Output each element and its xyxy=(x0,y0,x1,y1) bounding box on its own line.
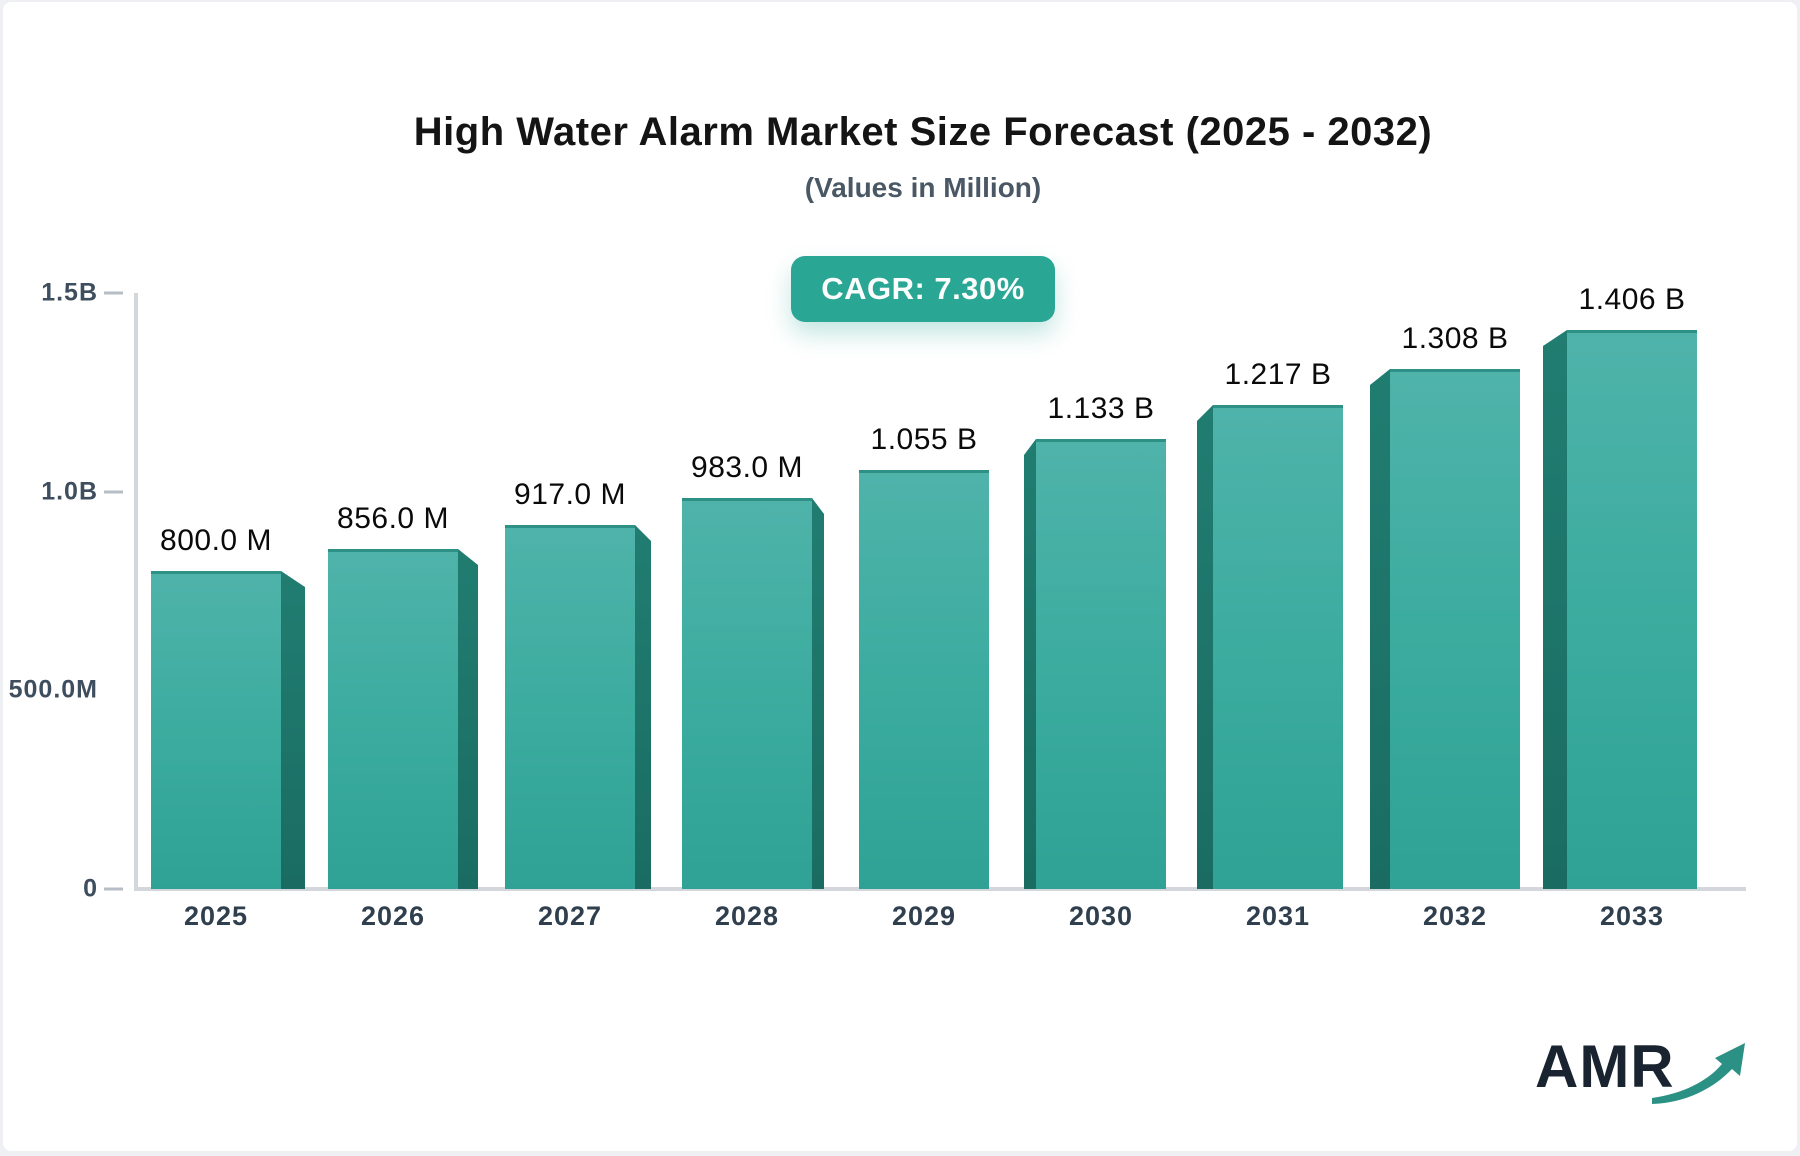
y-axis-tick-label: 0 xyxy=(83,874,98,903)
bar-2027 xyxy=(505,525,635,889)
x-axis-line xyxy=(134,887,1746,891)
y-axis-tick-label: 1.0B xyxy=(41,477,98,506)
y-axis-tick-mark xyxy=(104,490,123,494)
chart-card: High Water Alarm Market Size Forecast (2… xyxy=(3,2,1797,1151)
bar-2031 xyxy=(1213,405,1343,889)
bar-3d-side xyxy=(1024,439,1036,889)
bar-value-label: 917.0 M xyxy=(514,478,626,511)
bar-2030 xyxy=(1036,439,1166,889)
chart-subtitle: (Values in Million) xyxy=(804,172,1042,203)
bar-value-label: 1.406 B xyxy=(1578,283,1686,316)
bar-3d-side xyxy=(1543,330,1567,889)
chart-title: High Water Alarm Market Size Forecast (2… xyxy=(413,110,1433,154)
bar-value-label: 1.133 B xyxy=(1047,392,1155,425)
amr-logo: AMR xyxy=(1523,1024,1763,1124)
x-axis-label-2027: 2027 xyxy=(537,901,603,931)
bar-value-label: 983.0 M xyxy=(691,451,803,484)
bar-3d-side xyxy=(1197,405,1213,889)
bar-value-label: 1.308 B xyxy=(1401,322,1509,355)
y-axis-tick-mark xyxy=(104,887,123,891)
x-axis-label-2028: 2028 xyxy=(714,901,780,931)
y-axis-tick-label: 1.5B xyxy=(41,278,98,307)
bar-2032 xyxy=(1390,369,1520,889)
x-axis-label-2033: 2033 xyxy=(1599,901,1665,931)
y-axis-tick-label: 500.0M xyxy=(8,675,98,704)
x-axis-label-2030: 2030 xyxy=(1068,901,1134,931)
bar-value-label: 1.217 B xyxy=(1224,358,1332,391)
x-axis-label-2032: 2032 xyxy=(1422,901,1488,931)
cagr-badge-wrap: CAGR: 7.30% xyxy=(43,256,1800,322)
bar-2025 xyxy=(151,571,281,889)
x-axis-label-2031: 2031 xyxy=(1245,901,1311,931)
bar-3d-side xyxy=(812,498,824,889)
x-axis-label-2029: 2029 xyxy=(891,901,957,931)
amr-logo-text: AMR xyxy=(1535,1033,1675,1100)
bar-2033 xyxy=(1567,330,1697,889)
bar-3d-side xyxy=(458,549,478,889)
bar-value-label: 800.0 M xyxy=(160,524,272,557)
x-axis-label-2026: 2026 xyxy=(360,901,426,931)
bar-2028 xyxy=(682,498,812,889)
bar-2029 xyxy=(859,470,989,889)
bar-value-label: 1.055 B xyxy=(870,423,978,456)
bar-value-label: 856.0 M xyxy=(337,502,449,535)
y-axis-tick-mark xyxy=(104,291,123,295)
bar-3d-side xyxy=(1370,369,1390,889)
bar-3d-side xyxy=(281,571,305,889)
y-axis-line xyxy=(134,293,138,889)
bar-3d-side xyxy=(635,525,651,889)
cagr-badge: CAGR: 7.30% xyxy=(791,256,1055,322)
growth-arrow-icon xyxy=(1652,1043,1745,1104)
bar-2026 xyxy=(328,549,458,889)
x-axis-label-2025: 2025 xyxy=(183,901,249,931)
